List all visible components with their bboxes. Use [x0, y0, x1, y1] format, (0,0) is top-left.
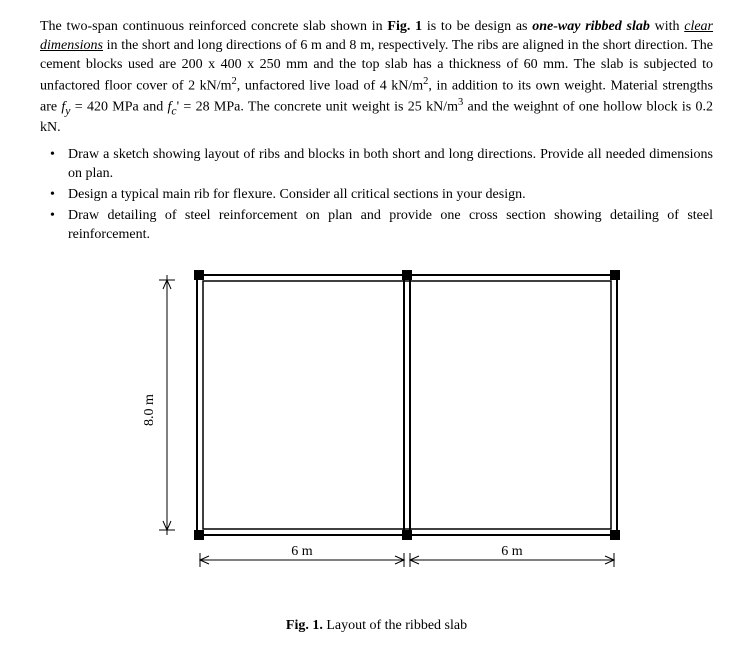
task-item-1: Draw a sketch showing layout of ribs and…	[40, 146, 713, 184]
task-item-2: Design a typical main rib for flexure. C…	[40, 186, 713, 205]
fig-ref: Fig. 1	[387, 19, 422, 34]
figure-caption-prefix: Fig. 1.	[286, 618, 323, 633]
intro-t3: with	[650, 19, 684, 34]
task-list: Draw a sketch showing layout of ribs and…	[40, 146, 713, 244]
slab-type: one-way ribbed slab	[532, 19, 650, 34]
figure-caption: Fig. 1. Layout of the ribbed slab	[40, 617, 713, 636]
intro-t8: = 28 MPa. The concrete unit weight is 25…	[179, 100, 458, 115]
dim-h1-label: 6 m	[291, 544, 313, 559]
task-item-3: Draw detailing of steel reinforcement on…	[40, 207, 713, 245]
slab-diagram: 8.0 m 6 m 6 m	[97, 265, 657, 595]
figure-container: 8.0 m 6 m 6 m	[40, 265, 713, 595]
intro-t1: The two-span continuous reinforced concr…	[40, 19, 387, 34]
dim-h2-label: 6 m	[501, 544, 523, 559]
problem-paragraph: The two-span continuous reinforced concr…	[40, 18, 713, 138]
intro-t7: = 420 MPa and	[70, 100, 167, 115]
intro-t5: , unfactored live load of 4 kN/m	[237, 78, 423, 93]
figure-caption-text: Layout of the ribbed slab	[323, 618, 467, 633]
intro-t2: is to be design as	[422, 19, 532, 34]
dim-vertical-label: 8.0 m	[142, 394, 157, 426]
